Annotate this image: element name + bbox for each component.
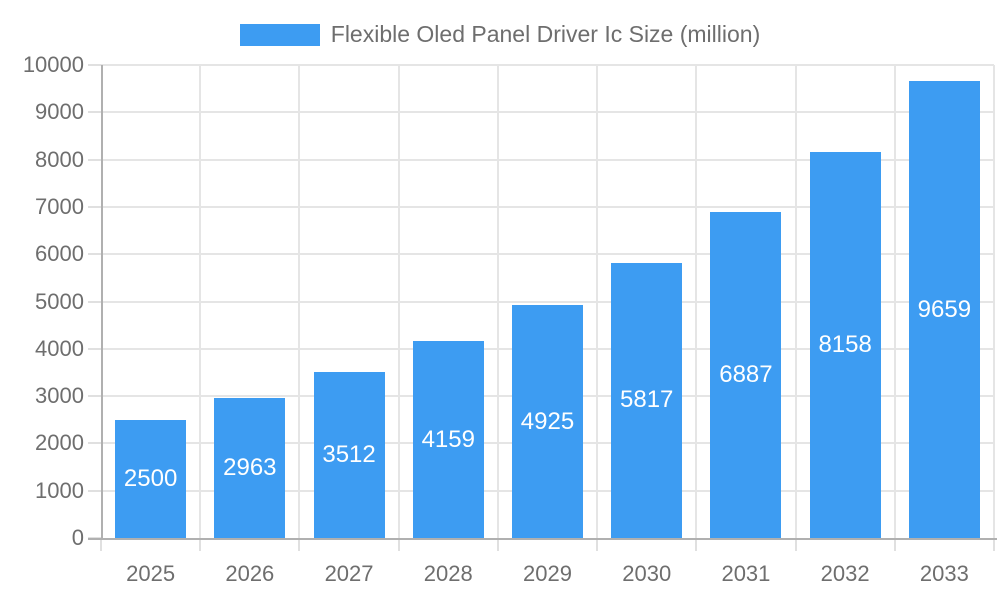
v-gridline — [596, 65, 599, 538]
y-tick-label: 6000 — [35, 241, 84, 267]
x-tick-label: 2032 — [820, 561, 870, 586]
y-tick-label: 9000 — [35, 99, 84, 125]
y-tick-label: 7000 — [35, 193, 84, 219]
v-gridline — [496, 65, 499, 538]
h-gridline — [101, 158, 994, 161]
v-gridline — [695, 65, 698, 538]
bar-value-label: 2500 — [123, 464, 178, 492]
bar-value-label: 9659 — [917, 295, 972, 323]
y-tick — [88, 347, 101, 350]
y-tick — [88, 442, 101, 445]
h-gridline — [101, 111, 994, 114]
x-tick-label: 2033 — [919, 561, 969, 586]
y-tick — [88, 111, 101, 114]
y-tick-label: 3000 — [35, 383, 84, 409]
x-tick — [794, 538, 797, 551]
x-tick — [199, 538, 202, 551]
y-tick-label: 1000 — [35, 477, 84, 503]
v-gridline — [993, 65, 995, 538]
y-axis-line — [101, 65, 103, 538]
y-tick — [88, 300, 101, 303]
bar-value-label: 4159 — [421, 425, 475, 453]
x-tick — [695, 538, 698, 551]
legend: Flexible Oled Panel Driver Ic Size (mill… — [0, 21, 1000, 48]
x-tick — [993, 538, 995, 551]
bar-value-label: 2963 — [223, 453, 277, 481]
y-tick — [88, 158, 101, 161]
x-tick-label: 2028 — [423, 561, 473, 586]
bar-value-label: 3512 — [322, 440, 376, 468]
legend-swatch — [239, 23, 320, 46]
bar: 9659 — [908, 81, 980, 538]
y-tick — [88, 253, 101, 256]
y-tick — [88, 205, 101, 208]
bar: 2500 — [115, 419, 187, 538]
y-tick — [88, 64, 101, 66]
y-tick-label: 5000 — [35, 288, 84, 314]
v-gridline — [794, 65, 797, 538]
y-tick-label: 4000 — [35, 335, 84, 361]
y-tick-label: 10000 — [22, 52, 84, 77]
bar: 6887 — [710, 212, 782, 538]
v-gridline — [298, 65, 301, 538]
y-tick — [88, 395, 101, 398]
bar: 4159 — [412, 341, 484, 538]
h-gridline — [101, 205, 994, 208]
v-gridline — [397, 65, 400, 538]
h-gridline — [101, 300, 994, 303]
x-tick — [893, 538, 896, 551]
h-gridline — [101, 64, 994, 66]
h-gridline — [101, 253, 994, 256]
x-tick — [100, 538, 102, 551]
x-tick-label: 2029 — [523, 561, 572, 586]
v-gridline — [893, 65, 896, 538]
x-tick — [496, 538, 499, 551]
bar: 4925 — [512, 305, 583, 538]
bar-value-label: 4925 — [520, 407, 575, 435]
bar: 5817 — [611, 262, 683, 538]
y-tick-label: 8000 — [35, 146, 84, 172]
x-tick-label: 2030 — [622, 561, 672, 586]
bar: 3512 — [313, 371, 385, 538]
x-tick-label: 2026 — [225, 561, 275, 586]
bar-value-label: 5817 — [620, 386, 674, 414]
x-axis-line — [88, 538, 997, 540]
x-tick-label: 2025 — [126, 561, 176, 586]
bar: 2963 — [214, 397, 286, 538]
bar-value-label: 6887 — [719, 361, 773, 389]
x-tick — [298, 538, 301, 551]
legend-label: Flexible Oled Panel Driver Ic Size (mill… — [330, 21, 761, 47]
v-gridline — [199, 65, 202, 538]
x-tick — [596, 538, 599, 551]
y-tick-label: 0 — [71, 525, 84, 550]
bar: 8158 — [809, 152, 881, 538]
y-tick-label: 2000 — [35, 430, 84, 456]
x-tick-label: 2031 — [721, 561, 771, 586]
y-tick — [88, 489, 101, 492]
x-tick-label: 2027 — [324, 561, 374, 586]
bar-value-label: 8158 — [818, 331, 872, 359]
x-tick — [397, 538, 400, 551]
